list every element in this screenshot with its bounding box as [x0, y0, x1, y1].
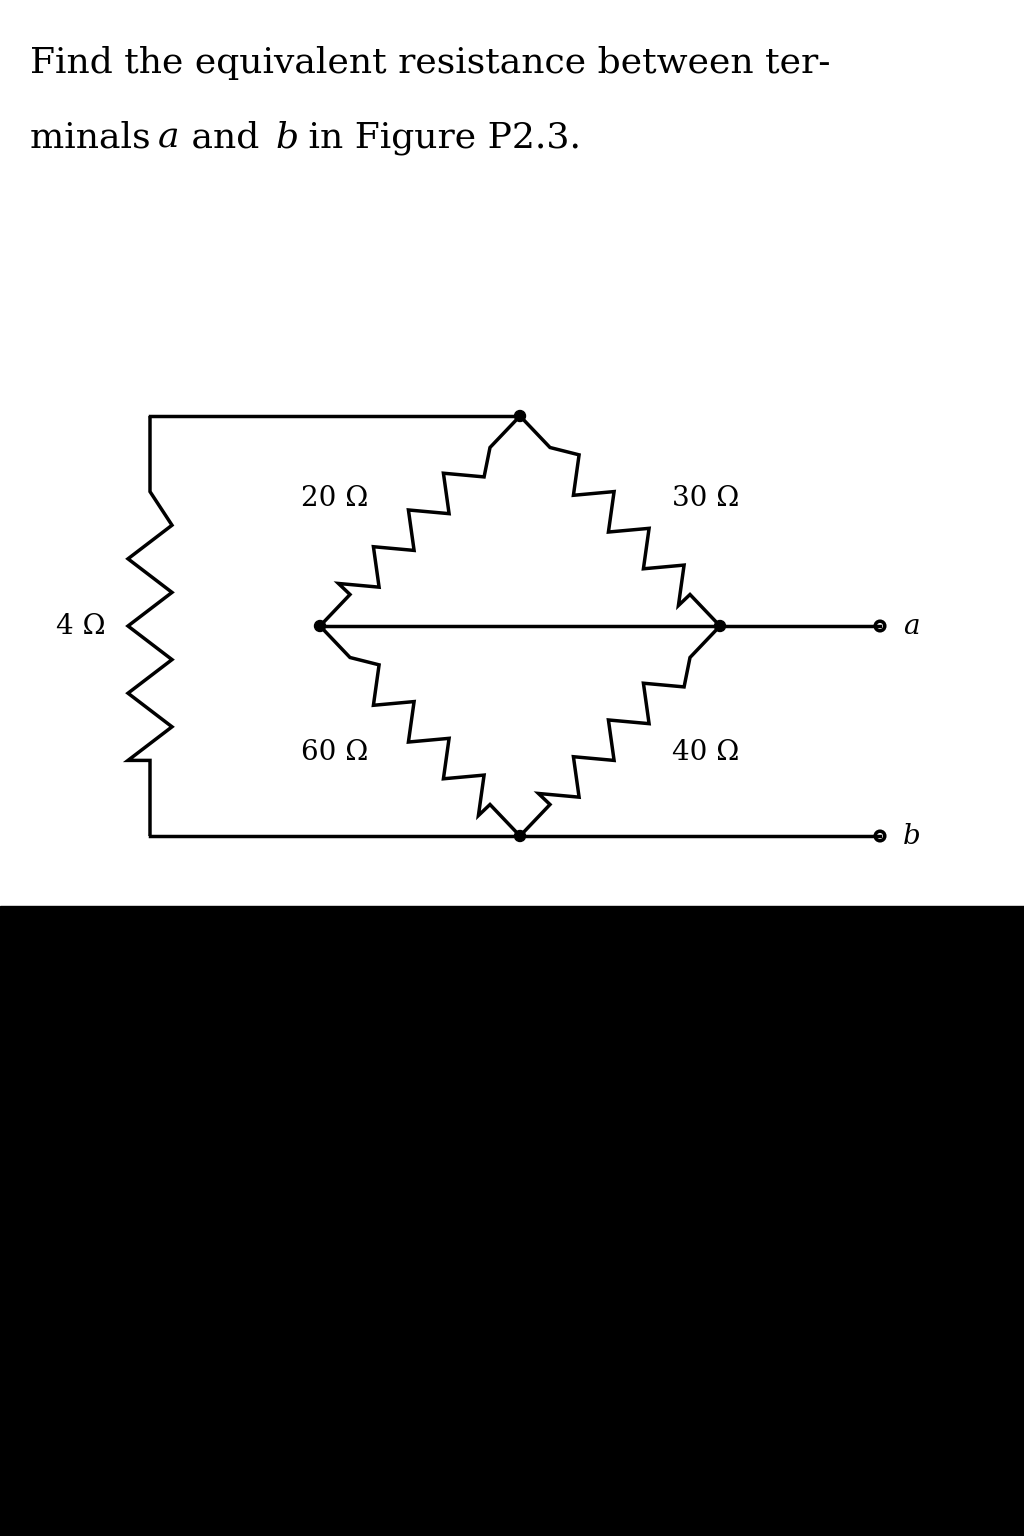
Circle shape	[514, 410, 525, 421]
Text: 4 Ω: 4 Ω	[55, 613, 105, 639]
Text: minals: minals	[30, 121, 162, 155]
Circle shape	[314, 621, 326, 631]
Text: 20 Ω: 20 Ω	[301, 485, 368, 513]
Text: and: and	[180, 121, 270, 155]
Text: a: a	[903, 613, 920, 639]
Circle shape	[715, 621, 725, 631]
Text: b: b	[275, 121, 298, 155]
Text: 60 Ω: 60 Ω	[301, 739, 368, 766]
Bar	[0, 906, 1024, 1536]
Text: b: b	[903, 822, 921, 849]
Text: Find the equivalent resistance between ter-: Find the equivalent resistance between t…	[30, 46, 830, 80]
Text: 30 Ω: 30 Ω	[672, 485, 739, 513]
Circle shape	[514, 831, 525, 842]
Text: 40 Ω: 40 Ω	[672, 739, 739, 766]
Text: in Figure P2.3.: in Figure P2.3.	[297, 121, 581, 155]
Text: a: a	[158, 121, 179, 155]
